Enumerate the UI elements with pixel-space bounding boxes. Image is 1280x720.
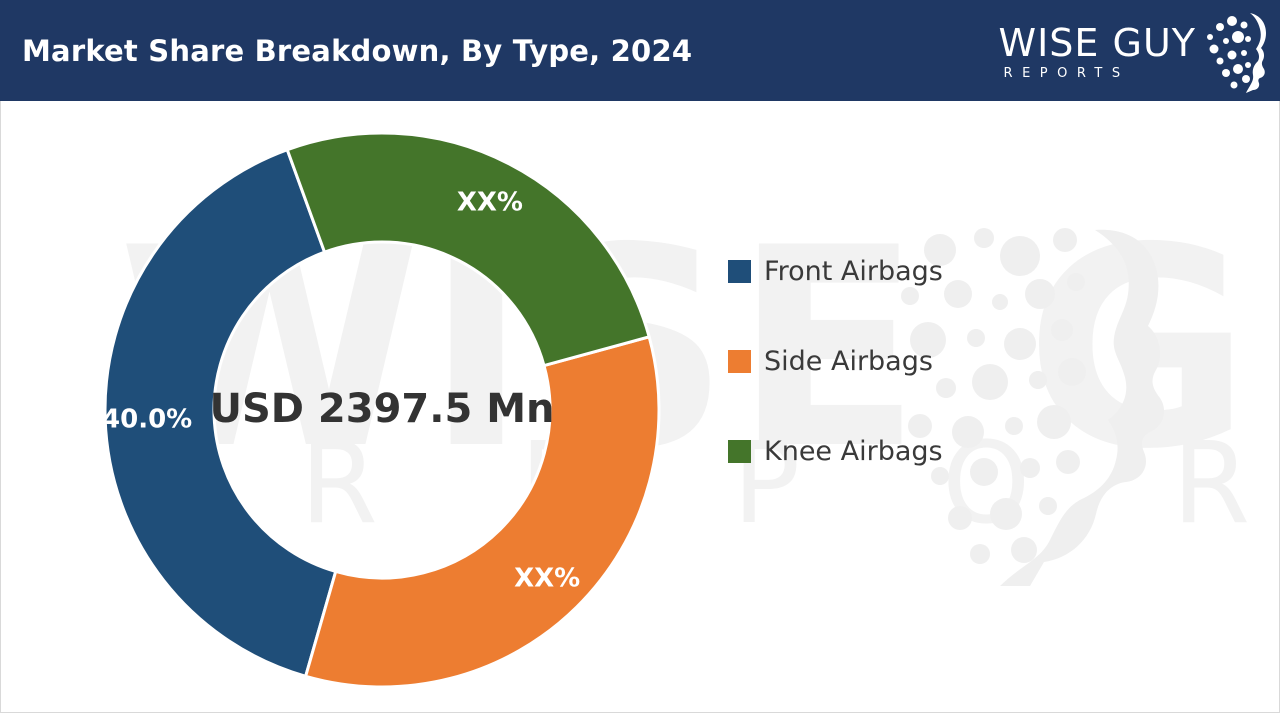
wiseguy-logo: WISE GUY REPORTS bbox=[999, 10, 1268, 94]
legend-label-front-airbags: Front Airbags bbox=[764, 256, 943, 287]
legend-swatch-knee-airbags bbox=[728, 440, 751, 463]
logo-reports-label: REPORTS bbox=[1003, 66, 1130, 81]
legend-swatch-side-airbags bbox=[728, 350, 751, 373]
page-title: Market Share Breakdown, By Type, 2024 bbox=[22, 34, 693, 68]
slice-label-side-airbags: XX% bbox=[514, 563, 580, 593]
legend-label-side-airbags: Side Airbags bbox=[764, 346, 933, 377]
donut-slice-knee-airbags bbox=[285, 131, 651, 368]
legend-item-front-airbags: Front Airbags bbox=[728, 258, 943, 285]
slice-label-front-airbags: 40.0% bbox=[102, 404, 192, 434]
legend-swatch-front-airbags bbox=[728, 260, 751, 283]
donut-slice-front-airbags bbox=[103, 148, 338, 678]
wiseguy-logo-text: WISE GUY REPORTS bbox=[999, 23, 1196, 81]
chart-center-value: USD 2397.5 Mn bbox=[209, 386, 555, 432]
header-bar: Market Share Breakdown, By Type, 2024 WI… bbox=[0, 0, 1280, 101]
legend-label-knee-airbags: Knee Airbags bbox=[764, 436, 943, 467]
donut-chart: 40.0% XX% XX% bbox=[102, 131, 661, 689]
donut-slice-side-airbags bbox=[304, 335, 661, 689]
wiseguy-face-logo-icon bbox=[1207, 13, 1266, 93]
watermark-face-dots bbox=[901, 228, 1165, 586]
legend-item-knee-airbags: Knee Airbags bbox=[728, 438, 943, 465]
legend-item-side-airbags: Side Airbags bbox=[728, 348, 933, 375]
slice-label-knee-airbags: XX% bbox=[457, 187, 523, 217]
logo-wiseguy-label: WISE GUY bbox=[998, 21, 1196, 65]
